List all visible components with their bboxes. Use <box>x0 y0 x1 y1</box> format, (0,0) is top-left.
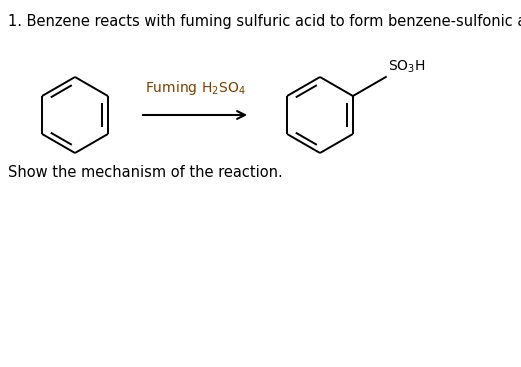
Text: 1. Benzene reacts with fuming sulfuric acid to form benzene-sulfonic acid:: 1. Benzene reacts with fuming sulfuric a… <box>8 14 521 29</box>
Text: Show the mechanism of the reaction.: Show the mechanism of the reaction. <box>8 165 283 180</box>
Text: SO$_3$H: SO$_3$H <box>388 59 425 75</box>
Text: Fuming H$_2$SO$_4$: Fuming H$_2$SO$_4$ <box>145 79 245 97</box>
